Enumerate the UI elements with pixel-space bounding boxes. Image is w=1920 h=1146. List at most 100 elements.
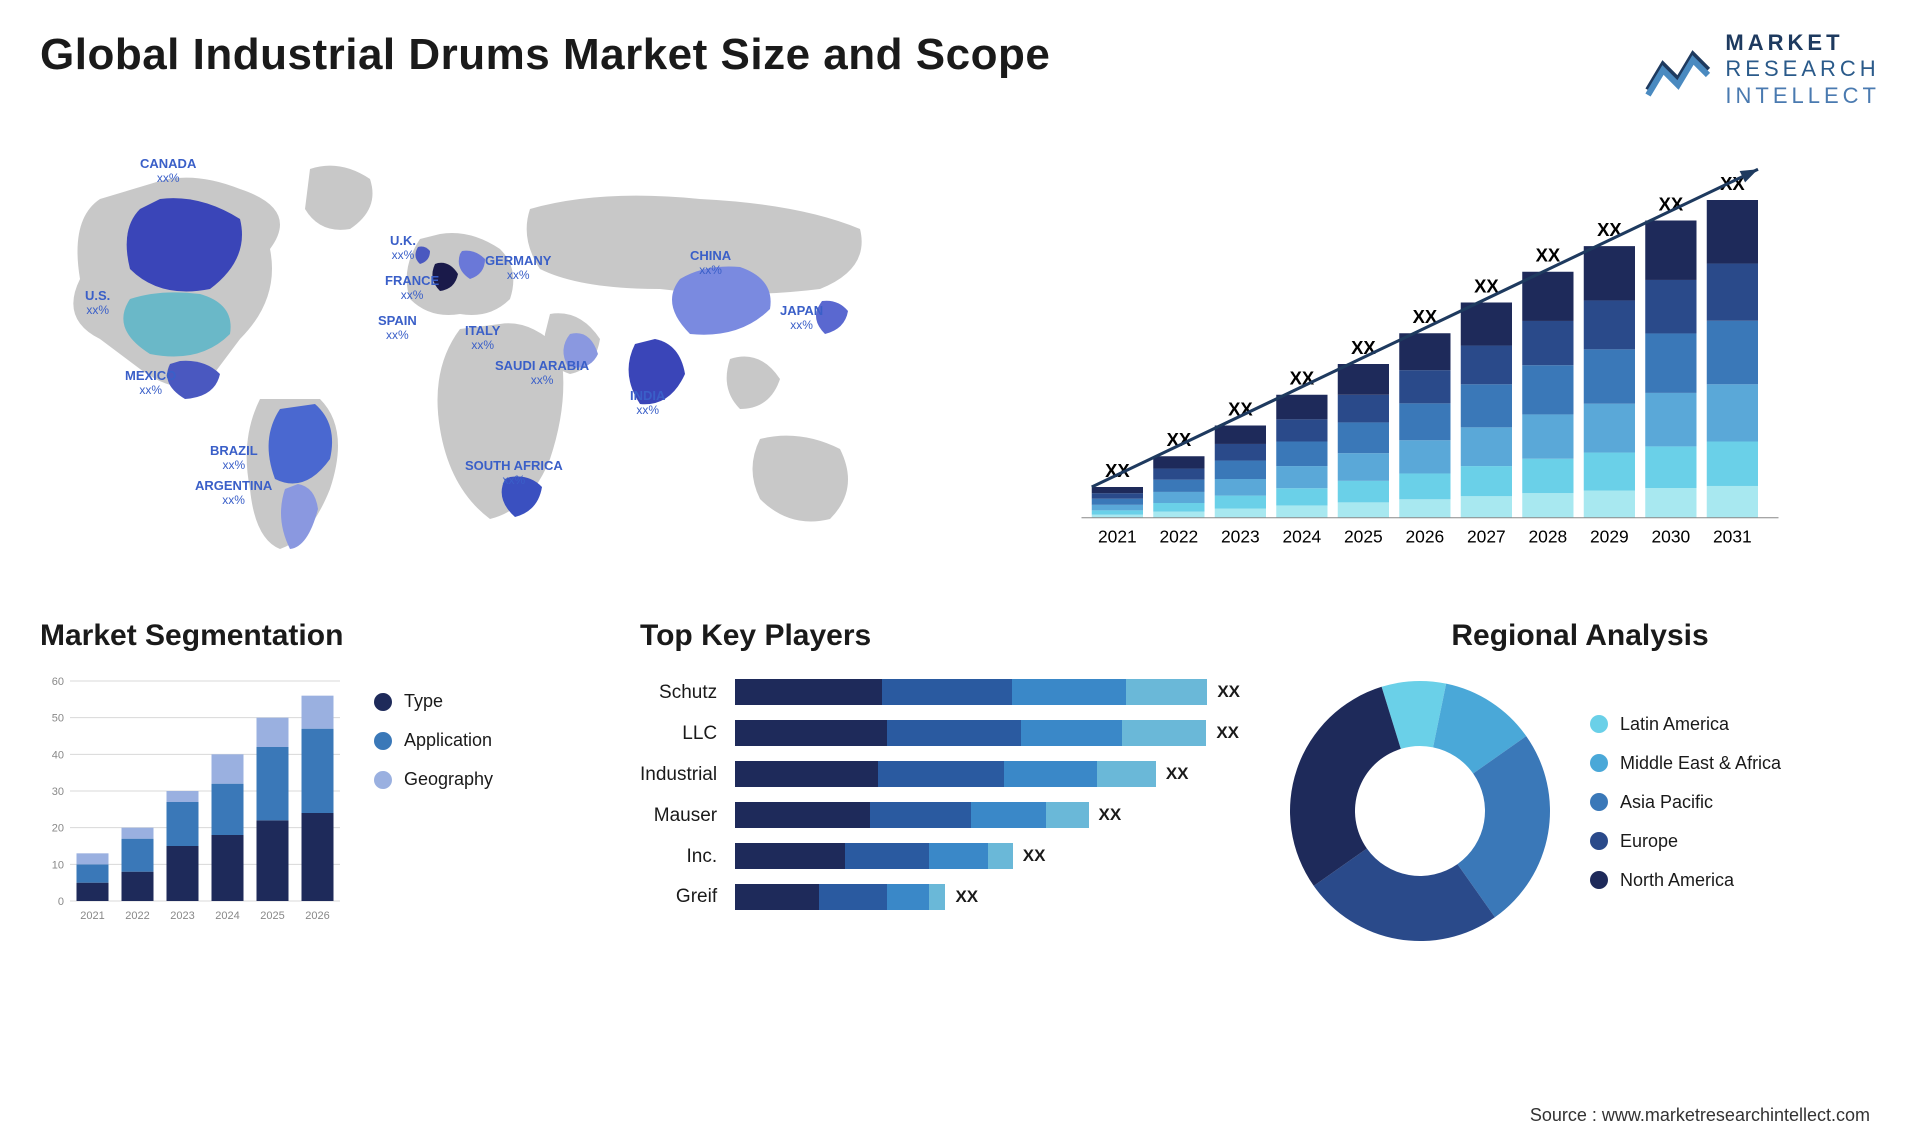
legend-label: Geography	[404, 769, 493, 790]
player-bar-row: XX	[735, 712, 1240, 753]
map-label-mexico: MEXICOxx%	[125, 369, 176, 398]
growth-bar-segment	[1707, 264, 1758, 321]
legend-swatch-icon	[374, 732, 392, 750]
player-name: Industrial	[640, 755, 717, 796]
segmentation-bar-segment	[122, 828, 154, 839]
growth-year-label: 2028	[1529, 527, 1568, 547]
growth-year-label: 2031	[1713, 527, 1752, 547]
segmentation-panel: Market Segmentation 0102030405060 202120…	[40, 619, 600, 951]
growth-bar-segment	[1461, 384, 1512, 427]
growth-bar-segment	[1645, 221, 1696, 280]
growth-year-label: 2027	[1467, 527, 1506, 547]
growth-bar-segment	[1707, 321, 1758, 385]
growth-bar-segment	[1276, 442, 1327, 467]
growth-year-label: 2023	[1221, 527, 1260, 547]
player-bar-segment	[878, 761, 1004, 787]
legend-label: North America	[1620, 870, 1734, 891]
growth-year-label: 2029	[1590, 527, 1629, 547]
svg-text:50: 50	[52, 713, 64, 725]
player-bar-segment	[735, 843, 844, 869]
svg-text:10: 10	[52, 860, 64, 872]
key-players-title: Top Key Players	[640, 619, 1240, 653]
growth-value-label: XX	[1536, 245, 1561, 266]
player-bar-segment	[735, 761, 878, 787]
growth-bar-segment	[1584, 491, 1635, 518]
legend-label: Asia Pacific	[1620, 792, 1713, 813]
growth-year-label: 2025	[1344, 527, 1383, 547]
growth-bar-segment	[1092, 487, 1143, 493]
growth-bar-segment	[1092, 499, 1143, 505]
growth-bar-segment	[1645, 280, 1696, 334]
player-bar-segment	[1097, 761, 1156, 787]
map-label-brazil: BRAZILxx%	[210, 444, 258, 473]
player-bar-row: XX	[735, 835, 1240, 876]
player-stacked-bar	[735, 802, 1088, 828]
player-name: Schutz	[640, 673, 717, 714]
growth-bar-segment	[1215, 509, 1266, 518]
growth-bar-segment	[1461, 466, 1512, 496]
map-label-argentina: ARGENTINAxx%	[195, 479, 272, 508]
legend-swatch-icon	[1590, 715, 1608, 733]
segmentation-legend-item: Geography	[374, 769, 493, 790]
player-bar-segment	[819, 884, 886, 910]
player-bar-segment	[988, 843, 1013, 869]
segmentation-bar-segment	[212, 835, 244, 901]
growth-bar-segment	[1522, 493, 1573, 518]
growth-bar-segment	[1707, 200, 1758, 264]
growth-bar-segment	[1645, 488, 1696, 518]
donut-slice	[1290, 687, 1401, 886]
player-bar-segment	[882, 679, 1012, 705]
player-bar-segment	[1122, 720, 1206, 746]
growth-bar-segment	[1215, 461, 1266, 479]
legend-swatch-icon	[374, 771, 392, 789]
growth-bar-segment	[1092, 505, 1143, 511]
regional-legend-item: Asia Pacific	[1590, 792, 1781, 813]
segmentation-bar-segment	[302, 696, 334, 729]
regional-title: Regional Analysis	[1280, 619, 1880, 653]
map-label-india: INDIAxx%	[630, 389, 665, 418]
segmentation-bar-segment	[302, 813, 334, 901]
growth-bar-segment	[1153, 469, 1204, 480]
segmentation-bar-segment	[257, 747, 289, 820]
players-label-column: SchutzLLCIndustrialMauserInc.Greif	[640, 671, 717, 918]
segmentation-legend-item: Type	[374, 691, 493, 712]
segmentation-bar-chart: 0102030405060 202120222023202420252026	[40, 671, 350, 931]
player-name: Mauser	[640, 796, 717, 837]
growth-bar-segment	[1215, 444, 1266, 461]
svg-text:2025: 2025	[260, 910, 284, 922]
player-bar-segment	[845, 843, 929, 869]
segmentation-bar-segment	[122, 872, 154, 901]
page-title: Global Industrial Drums Market Size and …	[40, 30, 1050, 80]
growth-bar-segment	[1461, 496, 1512, 518]
segmentation-bar-segment	[167, 802, 199, 846]
player-bar-segment	[929, 843, 988, 869]
player-bar-row: XX	[735, 876, 1240, 917]
player-bar-segment	[1021, 720, 1122, 746]
map-label-uk: U.K.xx%	[390, 234, 416, 263]
map-label-canada: CANADAxx%	[140, 157, 196, 186]
segmentation-legend: Type Application Geography	[374, 671, 493, 808]
map-label-japan: JAPANxx%	[780, 304, 823, 333]
legend-swatch-icon	[1590, 754, 1608, 772]
segmentation-legend-item: Application	[374, 730, 493, 751]
svg-text:2021: 2021	[80, 910, 104, 922]
legend-label: Middle East & Africa	[1620, 753, 1781, 774]
player-value-label: XX	[1217, 682, 1240, 702]
growth-year-label: 2024	[1283, 527, 1322, 547]
growth-bar-segment	[1399, 333, 1450, 370]
regional-legend-item: Europe	[1590, 831, 1781, 852]
source-attribution: Source : www.marketresearchintellect.com	[1530, 1105, 1870, 1126]
player-bar-row: XX	[735, 753, 1240, 794]
growth-bar-segment	[1338, 503, 1389, 518]
svg-text:2023: 2023	[170, 910, 194, 922]
growth-bar-segment	[1522, 415, 1573, 459]
growth-bar-segment	[1399, 370, 1450, 403]
svg-text:30: 30	[52, 786, 64, 798]
player-stacked-bar	[735, 679, 1207, 705]
growth-bar-segment	[1645, 334, 1696, 393]
segmentation-bar-segment	[212, 784, 244, 835]
segmentation-bar-segment	[212, 755, 244, 784]
player-name: LLC	[640, 714, 717, 755]
brand-logo: MARKET RESEARCH INTELLECT	[1643, 30, 1880, 109]
growth-bar-segment	[1399, 474, 1450, 500]
